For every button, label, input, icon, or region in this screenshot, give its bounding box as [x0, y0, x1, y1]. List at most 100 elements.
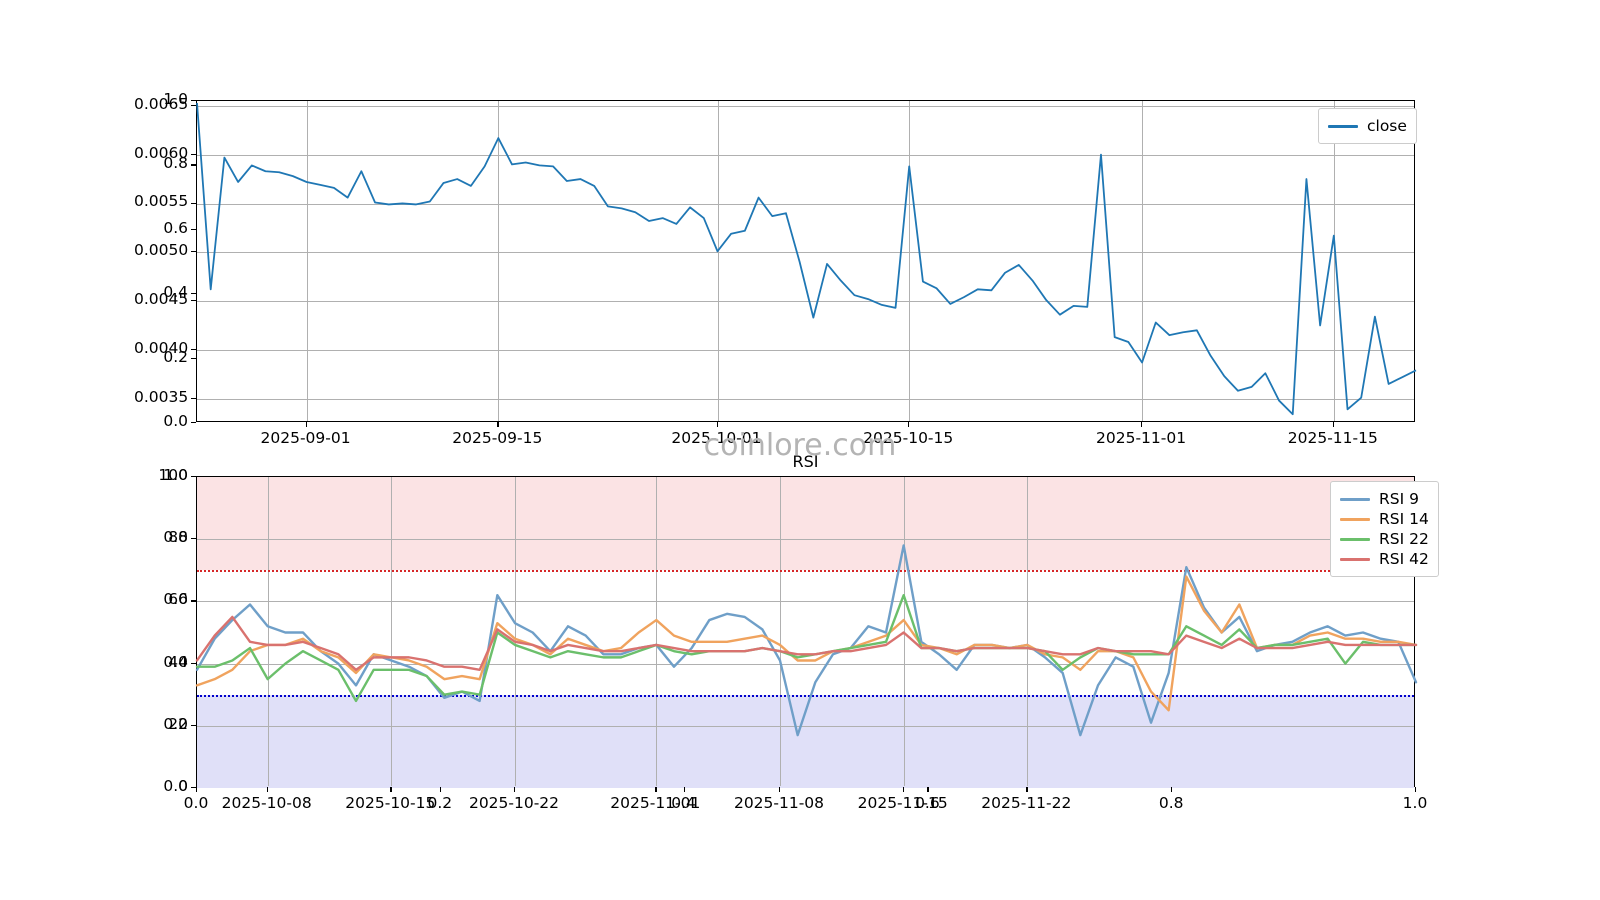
rsi-x-tickmark	[902, 787, 904, 792]
rsi-gridline-h	[197, 539, 1414, 541]
rsi-threshold-line	[197, 694, 1414, 697]
price-y-overlay-tick-label: 0.6	[163, 218, 188, 237]
price-x-tick-label: 2025-09-01	[260, 429, 351, 447]
rsi-line-rsi-14	[195, 575, 1418, 712]
rsi-x-tick-label: 2025-11-01	[610, 794, 701, 812]
rsi-x-overlay-tickmark	[196, 787, 198, 792]
rsi-y-overlay-tick-label: 1.0	[163, 466, 188, 484]
price-y-overlay-tick-label: 1.0	[163, 90, 188, 108]
rsi-x-tick-label: 2025-10-08	[221, 794, 312, 812]
rsi-y-overlay-tick-label: 0.4	[163, 652, 188, 671]
rsi-y-overlay-tickmark	[191, 787, 196, 789]
rsi-y-tick-label: 80	[168, 528, 188, 547]
rsi-legend-swatch	[1340, 557, 1370, 561]
rsi-y-overlay-tickmark	[191, 662, 196, 664]
price-y-tickmark	[191, 348, 196, 351]
rsi-x-overlay-tickmark	[927, 787, 929, 792]
rsi-x-tickmark	[1026, 787, 1028, 792]
rsi-band	[197, 477, 1414, 571]
rsi-legend-row: RSI 42	[1340, 549, 1429, 569]
price-gridline-h	[197, 301, 1414, 302]
rsi-gridline-h	[197, 663, 1414, 665]
watermark: coinlore.com	[703, 428, 897, 463]
rsi-gridline-v	[1027, 477, 1029, 786]
rsi-line-rsi-42	[195, 615, 1418, 672]
rsi-line-rsi-9	[195, 544, 1418, 737]
rsi-legend-swatch	[1340, 537, 1370, 541]
price-gridline-h	[197, 154, 1414, 156]
rsi-x-overlay-tick-label: 0.2	[427, 794, 453, 812]
rsi-legend-row: RSI 9	[1340, 489, 1429, 509]
rsi-y-tick-label: 60	[168, 590, 188, 609]
rsi-legend-row: RSI 14	[1340, 509, 1429, 529]
price-y-overlay-tick-label: 0.4	[163, 283, 188, 302]
price-y-tick-label: 0.0060	[134, 143, 189, 162]
rsi-chart-plot-area	[195, 476, 1418, 788]
rsi-y-overlay-tickmark	[191, 476, 196, 478]
price-x-tick-label: 2025-10-01	[671, 429, 762, 447]
price-gridline-v	[717, 101, 719, 421]
rsi-threshold-line	[197, 570, 1414, 573]
price-y-overlay-tickmark	[191, 100, 196, 102]
rsi-y-overlay-tick-label: 0.2	[163, 714, 188, 733]
close-legend-row: close	[1328, 116, 1407, 136]
rsi-chart-legend: RSI 9 RSI 14 RSI 22 RSI 42	[1330, 481, 1439, 577]
price-y-tickmark	[191, 397, 196, 399]
rsi-gridline-v	[391, 477, 393, 786]
price-gridline-h	[197, 252, 1414, 254]
price-y-overlay-tickmark	[191, 228, 196, 231]
price-y-tick-label: 0.0055	[134, 192, 189, 211]
rsi-line-rsi-22	[195, 593, 1418, 703]
price-y-tick-label: 0.0040	[134, 338, 189, 357]
price-chart-plot-area	[196, 100, 1417, 422]
rsi-x-tickmark	[514, 787, 516, 792]
rsi-y-overlay-tickmark	[191, 600, 196, 602]
price-y-overlay-tickmark	[191, 357, 196, 359]
price-gridline-h	[197, 349, 1414, 351]
price-x-tickmark	[497, 422, 499, 427]
rsi-x-tick-label: 2025-11-08	[733, 794, 825, 812]
rsi-y-overlay-tick-label: 0.8	[163, 528, 188, 547]
rsi-x-overlay-tick-label: 1.0	[1402, 794, 1428, 812]
price-y-tickmark	[191, 202, 196, 204]
price-x-tickmark	[716, 422, 718, 427]
rsi-x-tickmark	[266, 787, 268, 792]
rsi-x-overlay-tickmark	[683, 787, 685, 792]
price-y-tick-label: 0.0065	[134, 94, 189, 113]
price-gridline-v	[1333, 101, 1335, 421]
rsi-gridline-v	[780, 477, 781, 786]
price-x-tick-label: 2025-11-01	[1096, 429, 1187, 447]
price-y-overlay-tickmark	[191, 293, 196, 295]
rsi-legend-swatch	[1340, 517, 1370, 521]
price-x-tickmark	[1141, 422, 1143, 427]
rsi-x-overlay-tick-label: 0.8	[1158, 794, 1184, 812]
rsi-gridline-h	[197, 725, 1414, 727]
price-gridline-h	[197, 398, 1414, 400]
price-x-tickmark	[305, 422, 307, 427]
price-y-overlay-tick-label: 0.2	[163, 347, 188, 366]
rsi-gridline-v	[515, 477, 516, 786]
rsi-x-overlay-tickmark	[439, 787, 442, 792]
price-line-series	[196, 102, 1417, 416]
price-x-tick-label: 2025-09-15	[452, 429, 543, 447]
price-x-tickmark	[908, 422, 910, 427]
close-legend-label: close	[1367, 117, 1407, 135]
rsi-x-overlay-tick-label: 0.4	[671, 794, 696, 812]
rsi-y-tick-label: 20	[168, 714, 188, 733]
price-gridline-v	[306, 101, 308, 421]
rsi-x-overlay-tick-label: 0.0	[183, 794, 209, 812]
rsi-y-tick-label: 100	[158, 466, 188, 484]
price-x-tickmark	[1332, 422, 1335, 427]
rsi-x-tickmark	[390, 787, 392, 792]
rsi-y-overlay-tickmark	[191, 538, 196, 540]
rsi-gridline-h	[197, 601, 1414, 603]
price-y-tick-label: 0.0050	[134, 241, 189, 260]
price-gridline-v	[498, 101, 500, 421]
price-y-tickmark	[191, 300, 196, 302]
rsi-legend-label: RSI 14	[1379, 510, 1429, 528]
rsi-legend-label: RSI 22	[1379, 530, 1429, 548]
price-gridline-v	[909, 101, 911, 421]
price-y-tick-label: 0.0045	[134, 290, 189, 309]
rsi-legend-swatch	[1340, 497, 1370, 501]
